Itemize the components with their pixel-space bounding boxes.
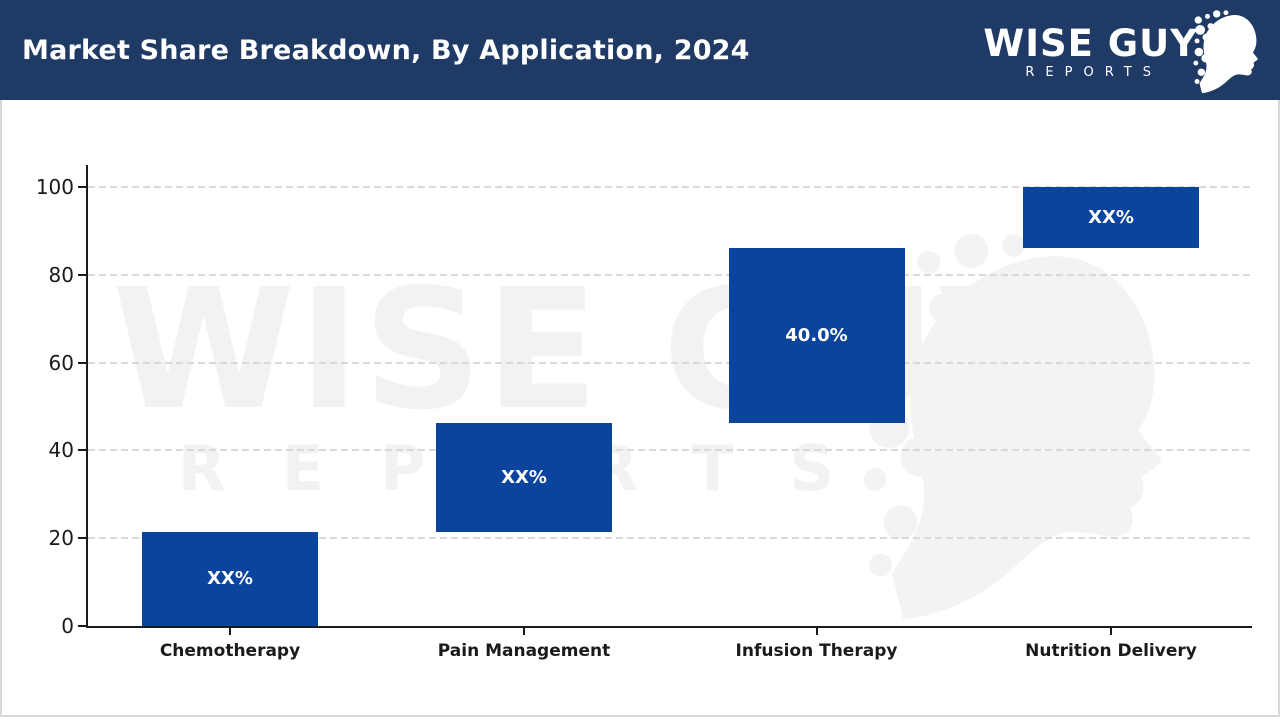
- y-tick: [78, 537, 88, 540]
- y-tick-label: 60: [48, 350, 74, 375]
- gridline: [88, 449, 1252, 452]
- x-category-label: Chemotherapy: [159, 641, 301, 661]
- bar-value-label: XX%: [1088, 206, 1134, 228]
- x-tick: [229, 628, 231, 635]
- x-category-label: Nutrition Delivery: [1025, 641, 1197, 661]
- y-tick-label: 40: [48, 438, 74, 463]
- y-axis-spine: [86, 165, 88, 628]
- x-category-label: Pain Management: [437, 641, 611, 661]
- logo-text: WISE GUY REPORTS: [983, 25, 1198, 79]
- logo-subtext: REPORTS: [1025, 65, 1162, 80]
- wise-guy-reports-logo: WISE GUY REPORTS: [983, 6, 1266, 98]
- x-tick: [815, 628, 818, 635]
- bar-value-label: 40.0%: [785, 324, 848, 346]
- logo-wordmark: WISE GUY: [983, 22, 1198, 65]
- bar: [436, 423, 612, 532]
- x-tick: [523, 628, 525, 635]
- y-tick: [78, 625, 88, 627]
- y-tick-label: 80: [48, 262, 74, 287]
- x-category-label: Infusion Therapy: [735, 641, 898, 661]
- bar-value-label: XX%: [501, 466, 547, 488]
- y-tick: [78, 449, 88, 452]
- x-tick: [1110, 628, 1112, 635]
- header-bar: Market Share Breakdown, By Application, …: [0, 0, 1280, 100]
- y-tick: [78, 273, 88, 276]
- x-axis-spine: [86, 626, 1252, 628]
- y-tick-label: 20: [48, 526, 74, 551]
- gridline: [88, 273, 1252, 276]
- gridline: [88, 186, 1252, 188]
- y-tick: [78, 361, 88, 364]
- chart-frame-border: [0, 100, 1280, 717]
- bar: [142, 531, 318, 626]
- gridline: [88, 361, 1252, 364]
- y-tick: [78, 186, 88, 188]
- gridline: [88, 537, 1252, 540]
- y-tick-label: 0: [61, 614, 74, 638]
- page-title: Market Share Breakdown, By Application, …: [22, 34, 750, 66]
- y-tick-label: 100: [35, 175, 74, 199]
- bar-value-label: XX%: [207, 568, 253, 590]
- bar: [1023, 187, 1199, 248]
- bar: [728, 247, 905, 424]
